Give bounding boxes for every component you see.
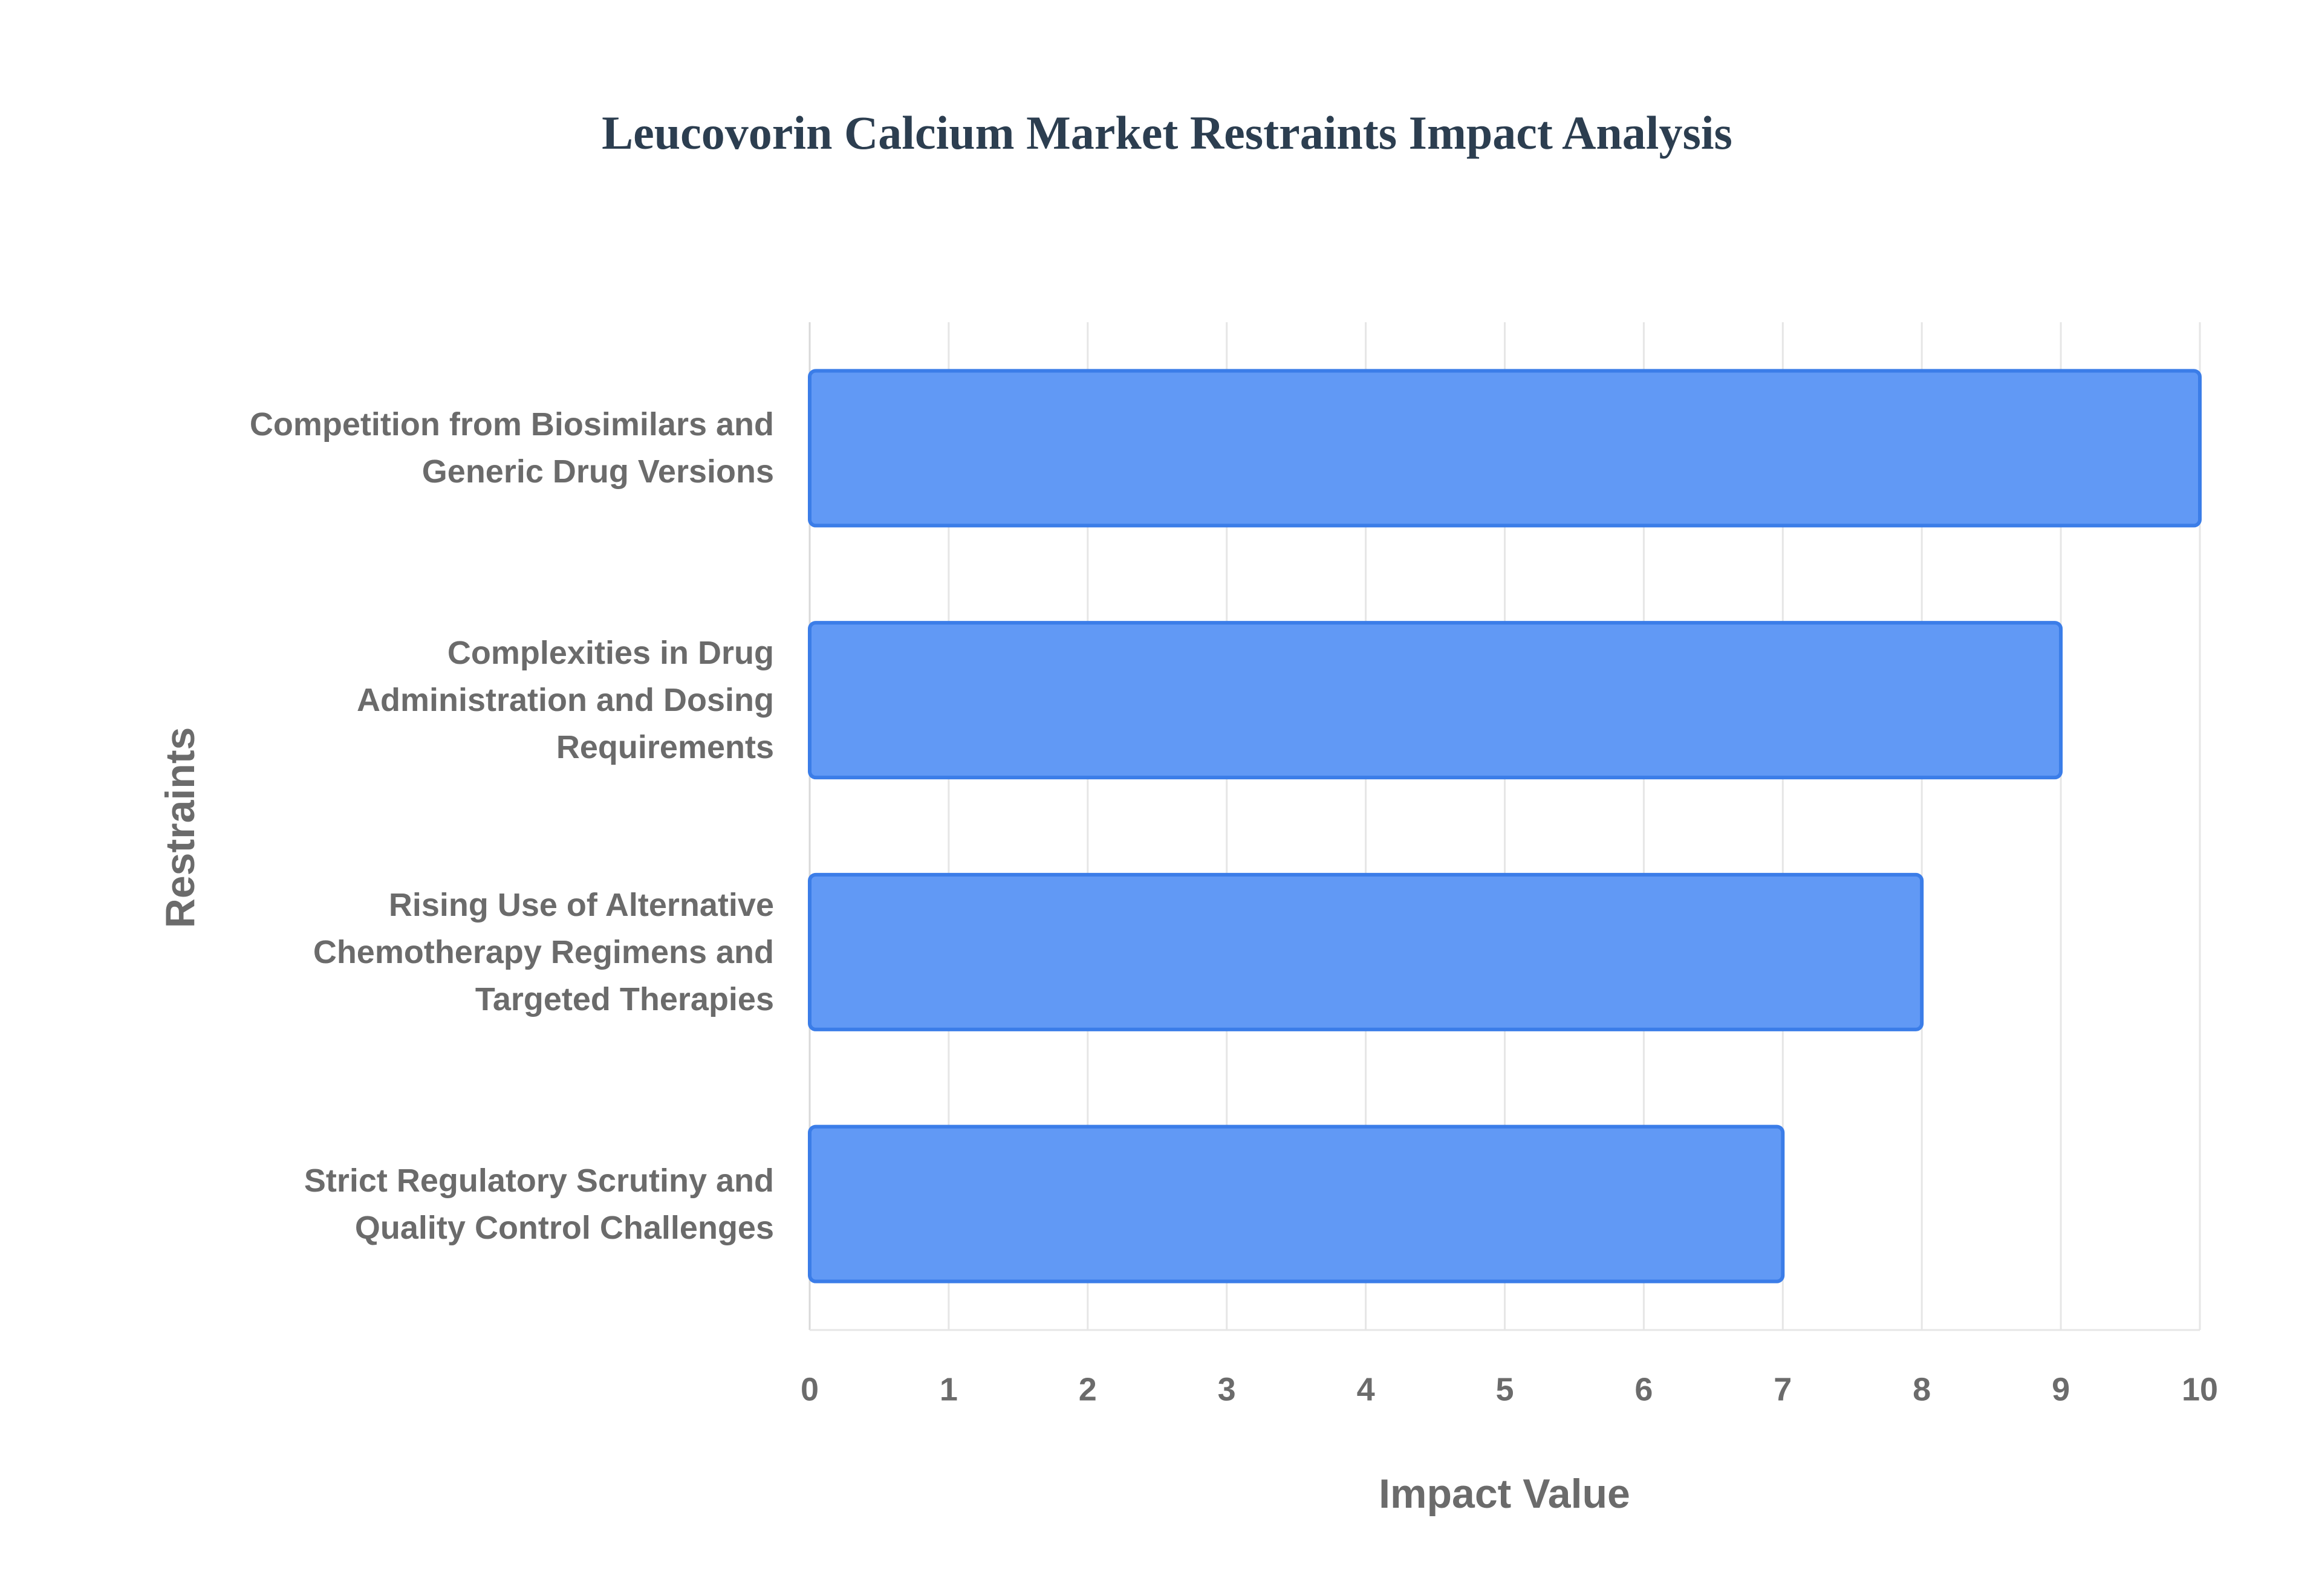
- x-tick-label: 4: [1357, 1371, 1375, 1407]
- category-label-box: Competition from Biosimilars and Generic…: [249, 406, 774, 490]
- x-tick-label: 8: [1913, 1371, 1931, 1407]
- x-tick-label: 5: [1495, 1371, 1514, 1407]
- y-axis-title: Restraints: [157, 727, 203, 929]
- x-tick-label: 2: [1079, 1371, 1097, 1407]
- y-tick-label: Complexities in Drug Administration and …: [356, 635, 774, 766]
- x-axis-title: Impact Value: [1379, 1471, 1630, 1517]
- bar: [808, 872, 1924, 1031]
- category-label-box: Rising Use of Alternative Chemotherapy R…: [313, 886, 774, 1017]
- chart-title: Leucovorin Calcium Market Restraints Imp…: [602, 106, 1732, 159]
- x-tick-label: 10: [2182, 1371, 2218, 1407]
- x-tick-label: 1: [940, 1371, 958, 1407]
- category-label-box: Complexities in Drug Administration and …: [356, 635, 774, 766]
- x-tick-label: 6: [1634, 1371, 1653, 1407]
- bar: [808, 1124, 1785, 1283]
- bar: [808, 369, 2202, 528]
- y-tick-label: Strict Regulatory Scrutiny and Quality C…: [304, 1162, 774, 1246]
- category-label-box: Strict Regulatory Scrutiny and Quality C…: [304, 1162, 774, 1246]
- x-tick-label: 9: [2052, 1371, 2070, 1407]
- x-tick-label: 7: [1774, 1371, 1792, 1407]
- x-tick-label: 0: [801, 1371, 819, 1407]
- bar: [808, 621, 2063, 780]
- y-tick-label: Competition from Biosimilars and Generic…: [249, 406, 774, 490]
- x-tick-label: 3: [1218, 1371, 1236, 1407]
- y-tick-label: Rising Use of Alternative Chemotherapy R…: [313, 886, 774, 1017]
